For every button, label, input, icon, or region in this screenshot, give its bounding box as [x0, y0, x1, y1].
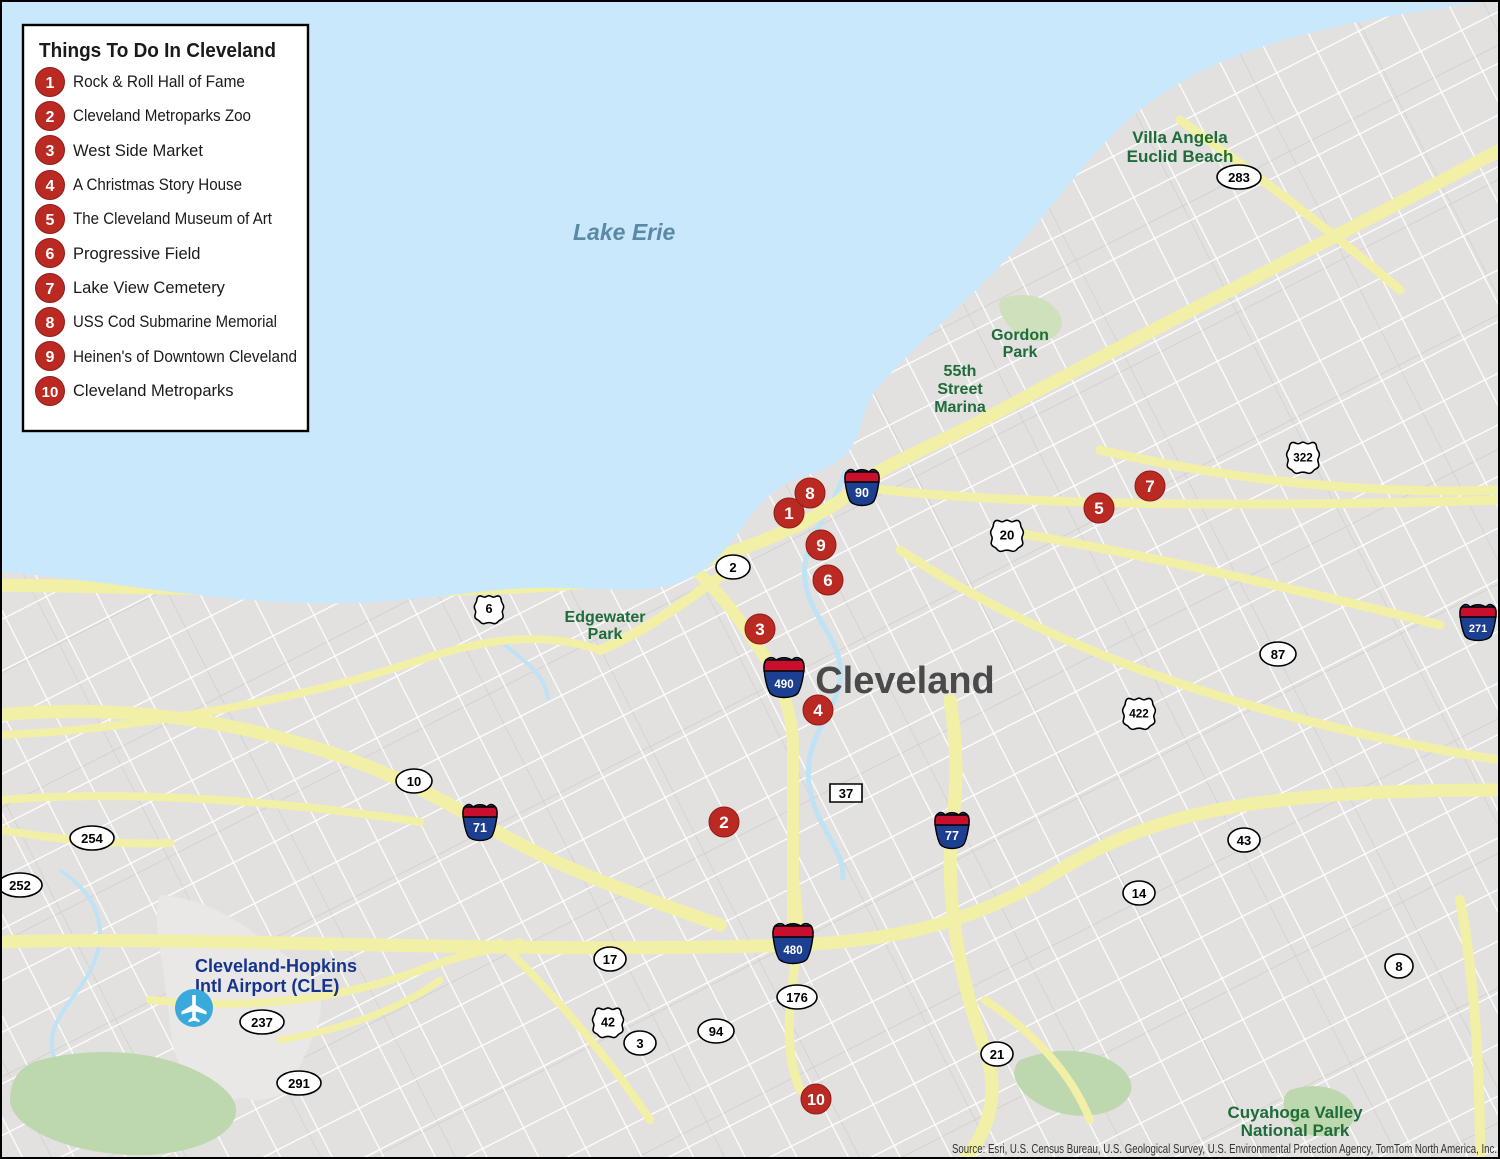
svg-text:4: 4: [46, 178, 55, 195]
svg-text:252: 252: [9, 878, 31, 893]
svg-text:Cleveland Metroparks: Cleveland Metroparks: [73, 382, 234, 400]
svg-text:55th: 55th: [944, 363, 977, 380]
svg-text:Marina: Marina: [934, 399, 986, 416]
svg-text:Things To Do In Cleveland: Things To Do In Cleveland: [39, 40, 276, 62]
svg-text:Park: Park: [588, 626, 623, 643]
svg-text:8: 8: [46, 315, 55, 332]
svg-text:490: 490: [774, 679, 793, 691]
svg-text:94: 94: [709, 1024, 724, 1039]
svg-text:43: 43: [1237, 833, 1251, 848]
svg-text:Intl Airport (CLE): Intl Airport (CLE): [195, 976, 339, 996]
svg-text:87: 87: [1271, 647, 1285, 662]
svg-text:Gordon: Gordon: [991, 327, 1049, 344]
svg-text:5: 5: [1094, 499, 1103, 518]
svg-text:2: 2: [46, 109, 55, 126]
svg-text:A Christmas Story House: A Christmas Story House: [73, 176, 242, 194]
svg-text:480: 480: [783, 945, 802, 957]
svg-text:Cleveland Metroparks Zoo: Cleveland Metroparks Zoo: [73, 107, 251, 125]
svg-text:10: 10: [807, 1092, 825, 1109]
svg-text:71: 71: [473, 821, 487, 835]
svg-text:The Cleveland Museum of Art: The Cleveland Museum of Art: [73, 210, 272, 228]
svg-text:Street: Street: [937, 381, 983, 398]
svg-text:3: 3: [755, 620, 764, 639]
svg-text:8: 8: [805, 484, 814, 503]
svg-text:1: 1: [784, 504, 793, 523]
svg-text:9: 9: [46, 349, 55, 366]
svg-text:8: 8: [1395, 959, 1402, 974]
svg-text:4: 4: [813, 701, 823, 720]
svg-text:17: 17: [603, 952, 617, 967]
svg-text:Rock & Roll Hall of Fame: Rock & Roll Hall of Fame: [73, 73, 245, 91]
svg-text:90: 90: [855, 486, 869, 500]
svg-text:6: 6: [46, 246, 55, 263]
svg-text:Park: Park: [1003, 344, 1038, 361]
svg-text:Progressive Field: Progressive Field: [73, 245, 200, 263]
svg-text:Villa Angela: Villa Angela: [1132, 128, 1228, 147]
svg-text:322: 322: [1293, 452, 1313, 465]
svg-text:271: 271: [1469, 623, 1487, 635]
svg-text:291: 291: [288, 1076, 310, 1091]
svg-text:21: 21: [990, 1047, 1004, 1062]
svg-text:7: 7: [1145, 477, 1154, 496]
svg-text:176: 176: [786, 990, 808, 1005]
svg-text:Source: Esri, U.S. Census Bure: Source: Esri, U.S. Census Bureau, U.S. G…: [952, 1142, 1497, 1156]
svg-text:Cleveland-Hopkins: Cleveland-Hopkins: [195, 956, 357, 976]
svg-text:Lake View Cemetery: Lake View Cemetery: [73, 279, 226, 297]
svg-text:10: 10: [407, 774, 421, 789]
svg-text:6: 6: [823, 571, 832, 590]
svg-text:2: 2: [719, 813, 728, 832]
svg-text:Edgewater: Edgewater: [565, 609, 646, 626]
svg-text:42: 42: [601, 1015, 615, 1029]
svg-text:3: 3: [46, 143, 55, 160]
svg-text:Heinen's of Downtown Cleveland: Heinen's of Downtown Cleveland: [73, 348, 297, 366]
svg-text:6: 6: [485, 602, 492, 616]
svg-text:Cleveland: Cleveland: [815, 660, 995, 702]
svg-text:National Park: National Park: [1241, 1121, 1350, 1140]
svg-text:3: 3: [636, 1036, 643, 1051]
svg-text:1: 1: [46, 75, 55, 92]
svg-text:Cuyahoga Valley: Cuyahoga Valley: [1227, 1103, 1363, 1122]
svg-text:7: 7: [46, 281, 55, 298]
svg-text:9: 9: [816, 536, 825, 555]
svg-text:Lake Erie: Lake Erie: [573, 219, 675, 245]
svg-text:2: 2: [729, 560, 736, 575]
svg-text:37: 37: [839, 786, 853, 801]
svg-text:14: 14: [1132, 886, 1147, 901]
svg-text:20: 20: [1000, 528, 1015, 543]
svg-text:283: 283: [1228, 170, 1250, 185]
svg-text:USS Cod Submarine Memorial: USS Cod Submarine Memorial: [73, 313, 277, 331]
svg-text:237: 237: [251, 1015, 273, 1030]
svg-text:10: 10: [42, 384, 59, 401]
svg-text:254: 254: [81, 831, 103, 846]
svg-text:77: 77: [945, 829, 959, 843]
svg-text:5: 5: [46, 212, 55, 229]
svg-text:West Side Market: West Side Market: [73, 142, 203, 160]
svg-text:422: 422: [1129, 708, 1149, 721]
svg-text:Euclid Beach: Euclid Beach: [1127, 147, 1234, 166]
